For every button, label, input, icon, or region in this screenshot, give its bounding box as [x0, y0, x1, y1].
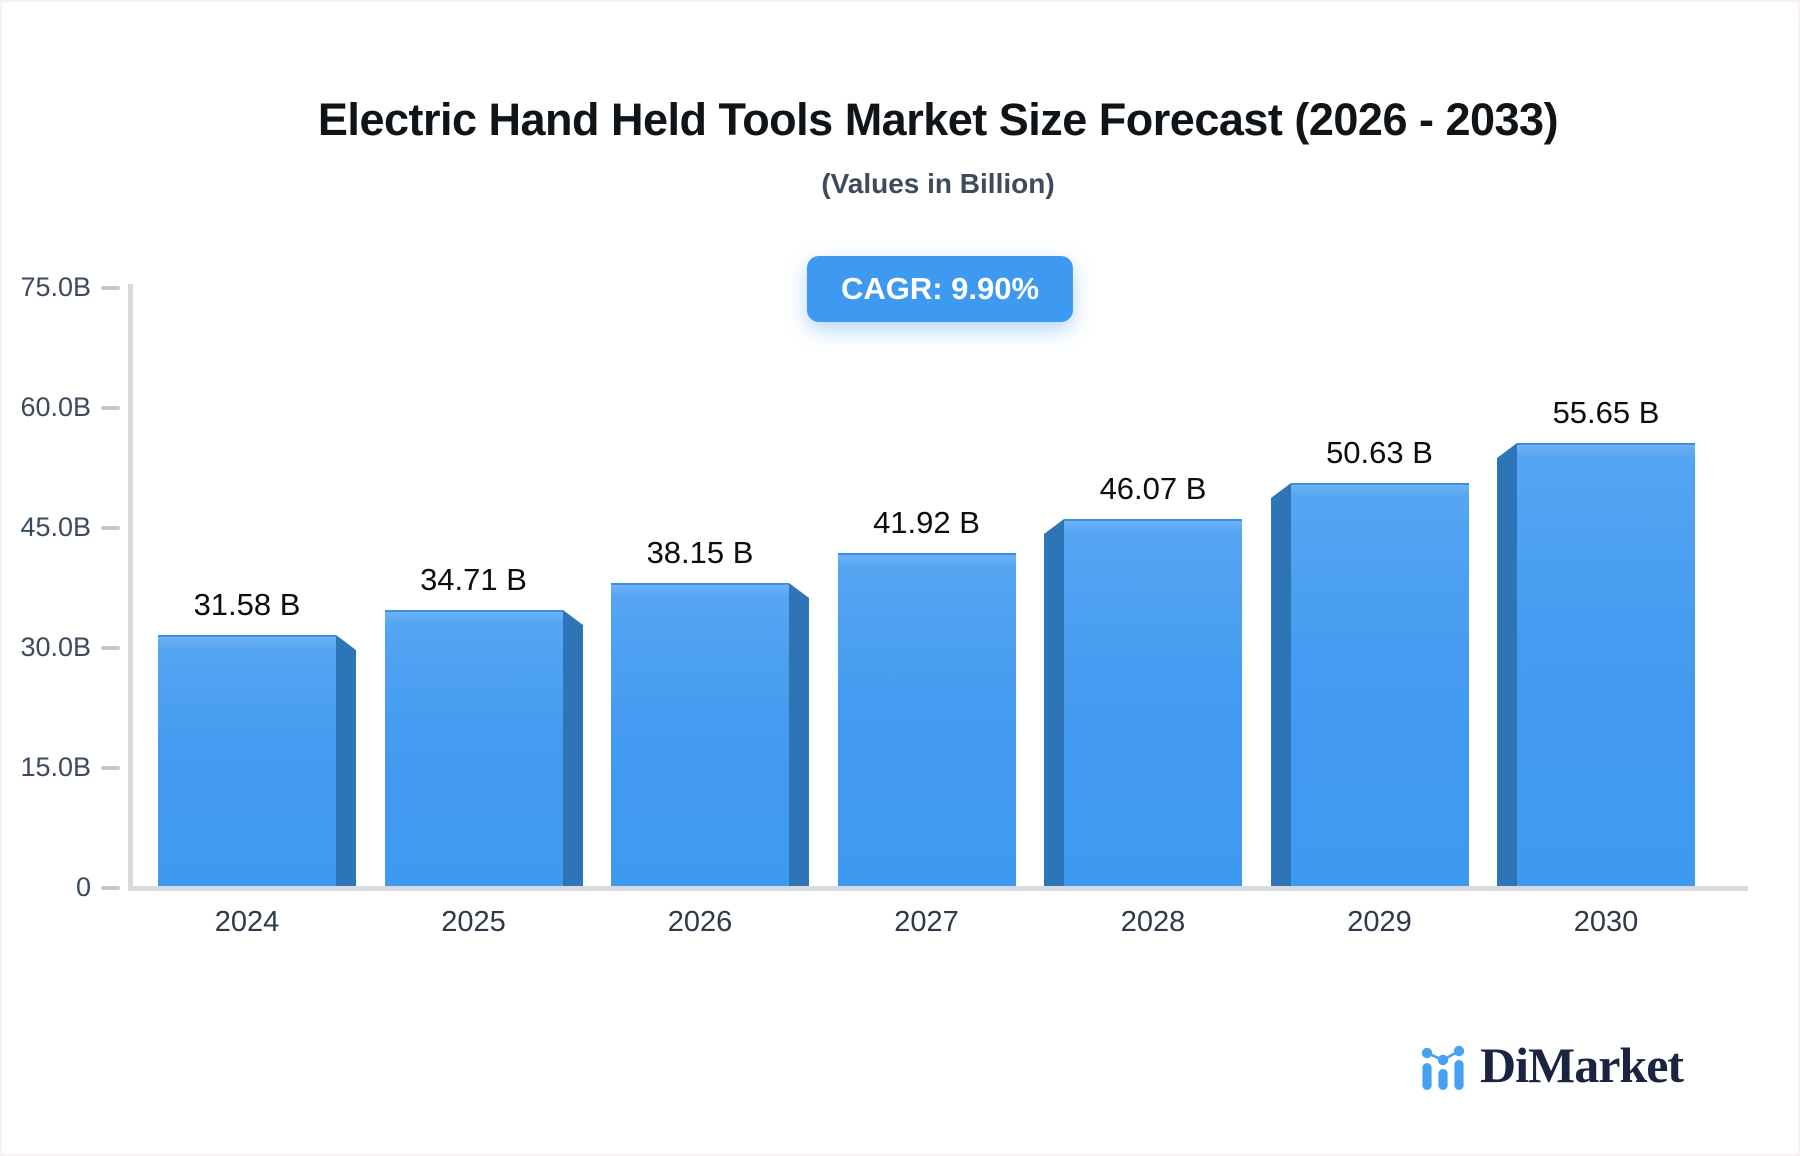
- bar-2030[interactable]: [1517, 443, 1695, 888]
- y-axis-line: [128, 284, 133, 890]
- y-axis-tick-label: 75.0B: [20, 272, 91, 302]
- y-tick-mark: [101, 406, 120, 410]
- bar-2025[interactable]: [385, 610, 563, 888]
- bar-value-label: 31.58 B: [193, 587, 301, 622]
- x-axis-label-2028: 2028: [1120, 906, 1186, 938]
- x-axis-label-2025: 2025: [441, 906, 506, 938]
- bar-side-face: [336, 635, 356, 888]
- bar-2029[interactable]: [1291, 483, 1469, 888]
- y-tick-mark: [101, 526, 120, 530]
- x-axis-label-2027: 2027: [894, 906, 959, 938]
- x-axis-label-2026: 2026: [667, 906, 733, 938]
- y-tick-mark: [101, 646, 120, 650]
- bar-value-label: 38.15 B: [646, 535, 754, 570]
- bar-side-face: [1044, 519, 1064, 888]
- bar-value-label: 46.07 B: [1099, 471, 1207, 506]
- y-tick-mark: [101, 286, 120, 290]
- bar-2024[interactable]: [158, 635, 336, 888]
- dimarket-logo-icon: [1421, 1045, 1465, 1090]
- bar-2026[interactable]: [611, 583, 789, 888]
- cagr-badge: CAGR: 9.90%: [806, 256, 1074, 322]
- x-axis-label-2024: 2024: [214, 906, 280, 938]
- x-axis-label-2029: 2029: [1347, 906, 1412, 938]
- bar-side-face: [1497, 443, 1517, 888]
- brand-logo-text: DiMarket: [1480, 1037, 1684, 1093]
- y-axis-tick-label: 0: [75, 872, 91, 902]
- bar-side-face: [789, 583, 809, 888]
- y-axis-tick-label: 30.0B: [20, 632, 91, 662]
- y-axis-tick-label: 15.0B: [20, 752, 91, 782]
- y-tick-mark: [101, 886, 120, 890]
- x-axis-label-2030: 2030: [1573, 906, 1639, 938]
- chart-title: Electric Hand Held Tools Market Size For…: [317, 94, 1559, 145]
- bar-2028[interactable]: [1064, 519, 1242, 888]
- y-axis-tick-label: 45.0B: [20, 512, 91, 542]
- y-axis-tick-label: 60.0B: [20, 392, 91, 422]
- bar-value-label: 34.71 B: [420, 562, 527, 597]
- bar-side-face: [1271, 483, 1291, 888]
- chart-subtitle: (Values in Billion): [821, 168, 1055, 199]
- brand-logo: DiMarket: [1420, 1037, 1684, 1093]
- bar-value-label: 41.92 B: [873, 505, 980, 540]
- bar-2027[interactable]: [838, 553, 1016, 888]
- bar-side-face: [563, 610, 583, 888]
- x-axis-line: [128, 886, 1748, 891]
- y-tick-mark: [101, 766, 120, 770]
- bar-value-label: 55.65 B: [1552, 395, 1660, 430]
- bar-value-label: 50.63 B: [1326, 435, 1433, 470]
